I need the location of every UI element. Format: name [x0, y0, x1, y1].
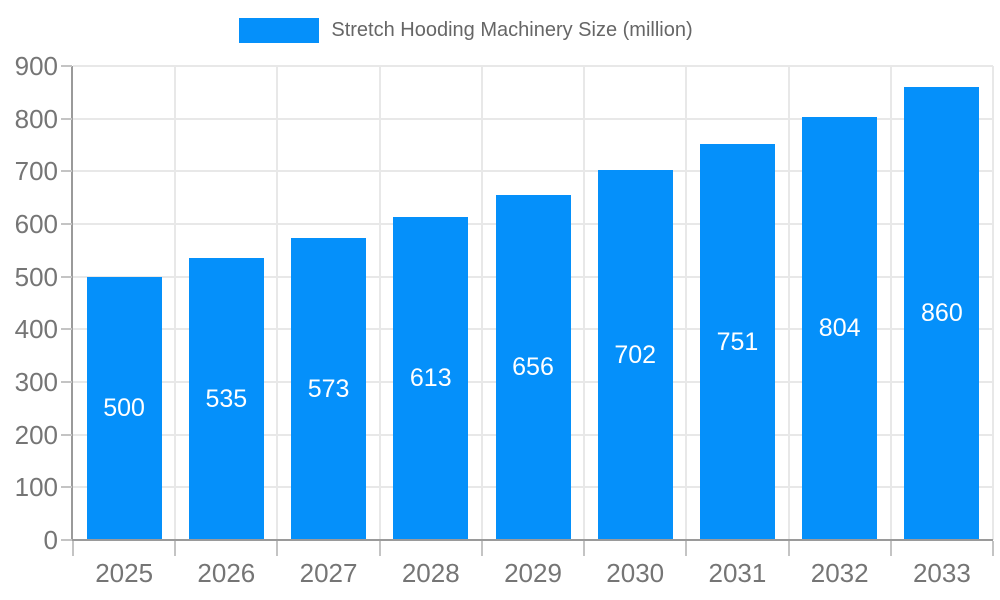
bar[interactable]: 656: [495, 194, 571, 540]
bar[interactable]: 613: [393, 217, 469, 540]
y-tick-label: 0: [43, 525, 58, 555]
bar-value-label: 535: [205, 384, 248, 413]
v-gridline: [889, 66, 892, 540]
y-tick: [61, 117, 72, 120]
v-gridline: [583, 66, 586, 540]
x-tick-label: 2030: [606, 558, 665, 588]
y-tick: [61, 170, 72, 173]
x-tick: [72, 541, 74, 556]
legend-swatch: [239, 17, 320, 43]
y-tick: [61, 486, 72, 489]
bar-value-label: 573: [307, 374, 350, 403]
y-tick: [61, 328, 72, 331]
bar-value-label: 751: [716, 327, 759, 356]
bar-value-label: 804: [818, 313, 861, 342]
x-tick-label: 2031: [708, 558, 767, 588]
y-tick: [61, 539, 72, 541]
legend-item[interactable]: Stretch Hooding Machinery Size (million): [0, 14, 966, 46]
legend-label: Stretch Hooding Machinery Size (million): [331, 18, 693, 41]
bar[interactable]: 535: [188, 258, 264, 540]
bar[interactable]: 573: [291, 238, 367, 540]
y-axis-line: [71, 66, 73, 540]
x-tick: [276, 541, 279, 556]
x-tick-label: 2033: [912, 558, 971, 588]
y-tick-label: 300: [14, 367, 58, 397]
x-tick-label: 2027: [299, 558, 358, 588]
v-gridline: [378, 66, 381, 540]
x-tick: [889, 541, 892, 556]
x-tick: [685, 541, 688, 556]
y-tick: [61, 65, 72, 67]
bar[interactable]: 804: [802, 116, 878, 540]
x-tick: [787, 541, 790, 556]
bar-value-label: 860: [921, 299, 963, 328]
v-gridline: [174, 66, 177, 540]
bar-value-label: 702: [614, 340, 657, 369]
y-tick: [61, 275, 72, 278]
x-tick: [378, 541, 381, 556]
bar[interactable]: 702: [597, 170, 673, 540]
y-tick-label: 100: [14, 472, 58, 503]
x-tick-label: 2032: [810, 558, 869, 588]
v-gridline: [480, 66, 483, 540]
x-tick: [992, 541, 994, 556]
y-tick: [61, 433, 72, 436]
x-tick: [174, 541, 177, 556]
bar-value-label: 500: [103, 393, 145, 422]
y-tick-label: 600: [14, 209, 58, 239]
x-tick-label: 2028: [401, 558, 460, 588]
y-tick-label: 900: [14, 51, 58, 81]
x-axis-line: [71, 539, 993, 541]
x-tick: [583, 541, 586, 556]
y-tick-label: 200: [14, 419, 58, 450]
v-gridline: [276, 66, 279, 540]
h-gridline: [73, 170, 993, 173]
y-tick: [61, 381, 72, 383]
y-tick-label: 800: [14, 103, 58, 134]
x-tick-label: 2029: [504, 558, 562, 588]
y-tick-label: 500: [14, 261, 58, 292]
y-tick-label: 400: [14, 314, 58, 345]
v-gridline: [787, 66, 790, 540]
x-tick-label: 2026: [197, 558, 256, 588]
h-gridline: [73, 117, 993, 120]
y-tick: [61, 223, 72, 225]
v-gridline: [685, 66, 688, 540]
bar[interactable]: 751: [699, 144, 775, 540]
bar-value-label: 613: [409, 364, 452, 393]
bar-value-label: 656: [512, 352, 554, 381]
v-gridline: [992, 66, 994, 540]
bar[interactable]: 500: [86, 276, 162, 540]
bar[interactable]: 860: [904, 87, 980, 540]
x-tick-label: 2025: [95, 558, 154, 588]
y-tick-label: 700: [14, 156, 58, 187]
h-gridline: [73, 65, 993, 67]
x-tick: [480, 541, 483, 556]
